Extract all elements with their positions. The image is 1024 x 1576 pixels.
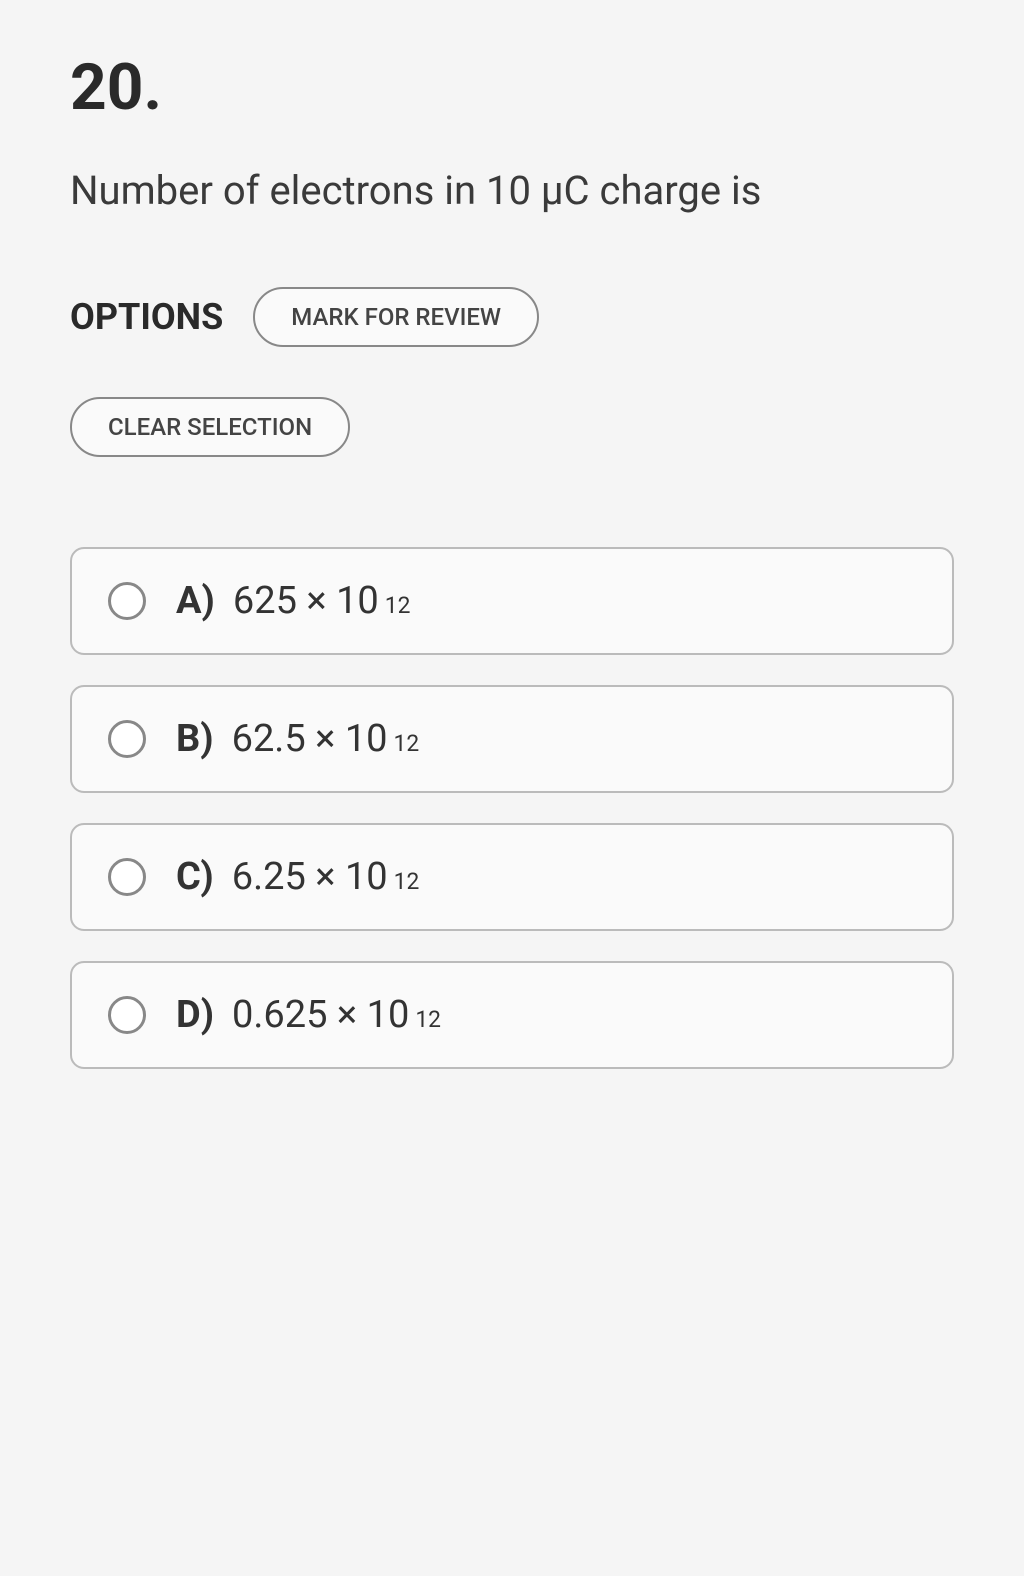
answer-letter: D) (176, 993, 214, 1037)
clear-selection-wrapper: CLEAR SELECTION (70, 397, 954, 457)
options-row: OPTIONS MARK FOR REVIEW (70, 287, 954, 347)
answer-text-d: D) 0.625 × 1012 (176, 993, 441, 1037)
question-number: 20. (70, 50, 954, 125)
answer-option-c[interactable]: C) 6.25 × 1012 (70, 823, 954, 931)
clear-selection-button[interactable]: CLEAR SELECTION (70, 397, 350, 457)
radio-icon (108, 858, 146, 896)
answer-letter: B) (176, 717, 214, 761)
radio-icon (108, 996, 146, 1034)
radio-icon (108, 720, 146, 758)
answer-base: 62.5 × 10 (232, 717, 388, 761)
answer-text-c: C) 6.25 × 1012 (176, 855, 419, 899)
answer-base: 625 × 10 (233, 579, 379, 623)
answer-letter: C) (176, 855, 214, 899)
answer-base: 0.625 × 10 (232, 993, 409, 1037)
answer-text-a: A) 625 × 1012 (176, 579, 410, 623)
options-label: OPTIONS (70, 296, 223, 338)
answer-exp: 12 (394, 730, 420, 757)
answer-exp: 12 (415, 1006, 441, 1033)
radio-icon (108, 582, 146, 620)
question-text: Number of electrons in 10 μC charge is (70, 165, 954, 217)
answer-base: 6.25 × 10 (232, 855, 388, 899)
answer-text-b: B) 62.5 × 1012 (176, 717, 419, 761)
answer-exp: 12 (385, 592, 411, 619)
answer-letter: A) (176, 579, 215, 623)
answer-option-d[interactable]: D) 0.625 × 1012 (70, 961, 954, 1069)
answer-option-a[interactable]: A) 625 × 1012 (70, 547, 954, 655)
answer-option-b[interactable]: B) 62.5 × 1012 (70, 685, 954, 793)
mark-for-review-button[interactable]: MARK FOR REVIEW (253, 287, 539, 347)
answer-exp: 12 (394, 868, 420, 895)
